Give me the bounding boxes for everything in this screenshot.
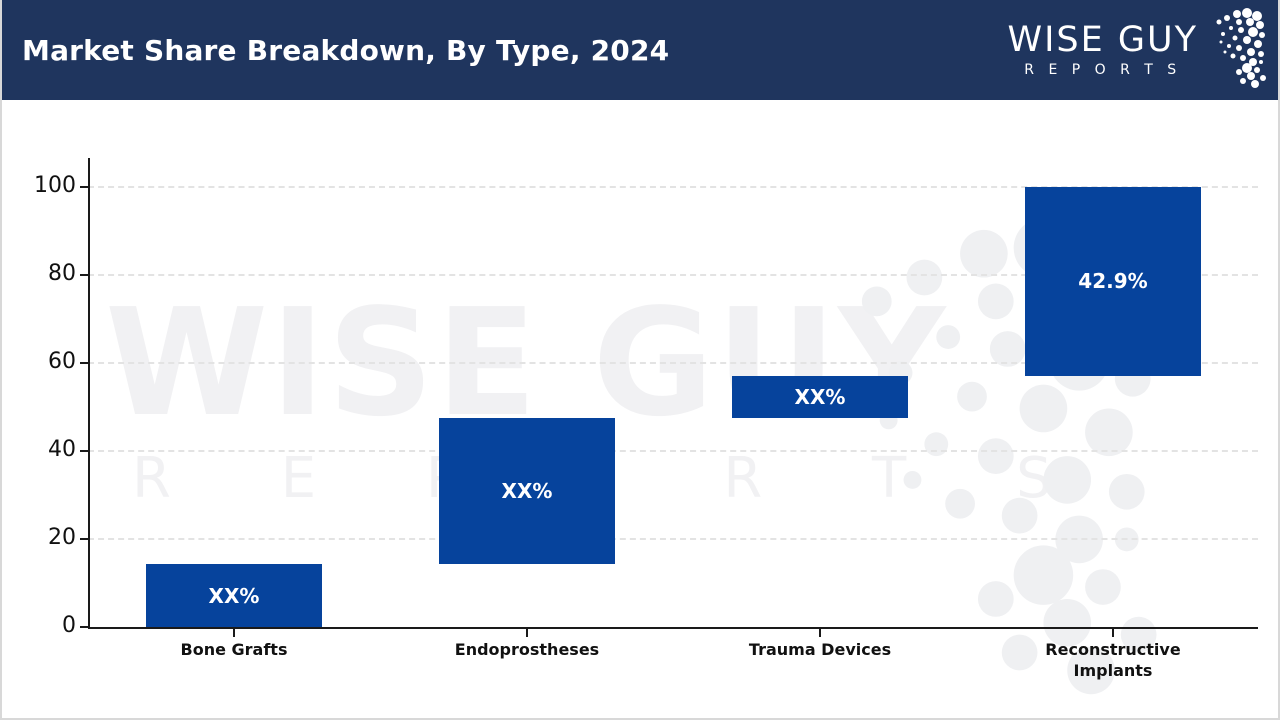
figure-title: Market Share Breakdown, By Type, 2024 bbox=[22, 33, 670, 67]
y-tick-mark bbox=[80, 362, 89, 364]
x-tick-mark bbox=[1112, 629, 1114, 637]
gridline-60 bbox=[88, 362, 1258, 364]
wiseguy-logo: WISE GUY R E P O R T S bbox=[1007, 8, 1268, 92]
bar-value-label: XX% bbox=[501, 478, 553, 503]
y-tick-mark bbox=[80, 450, 89, 452]
y-tick-mark bbox=[80, 186, 89, 188]
gridline-40 bbox=[88, 450, 1258, 452]
category-label: Bone Grafts bbox=[180, 640, 288, 659]
x-tick-mark bbox=[233, 629, 235, 637]
y-tick-mark bbox=[80, 538, 89, 540]
gridline-80 bbox=[88, 274, 1258, 276]
bar-segment: XX% bbox=[732, 375, 908, 418]
figure-header: Market Share Breakdown, By Type, 2024 WI… bbox=[2, 0, 1278, 100]
bar-segment: XX% bbox=[439, 417, 615, 565]
chart-area: WISE GUY R E P O R T S 020406080100XX%Bo… bbox=[2, 100, 1278, 718]
wiseguy-face-icon bbox=[1216, 8, 1266, 88]
logo-wordmark: WISE GUY R E P O R T S bbox=[1007, 21, 1198, 79]
y-axis-line bbox=[88, 158, 90, 629]
y-tick-mark bbox=[80, 626, 89, 628]
bar-segment: 42.9% bbox=[1025, 187, 1201, 376]
y-tick-mark bbox=[80, 274, 89, 276]
bar-value-label: XX% bbox=[794, 384, 846, 409]
x-tick-mark bbox=[819, 629, 821, 637]
y-tick-label: 100 bbox=[34, 173, 76, 198]
x-tick-mark bbox=[526, 629, 528, 637]
category-label: Endoprostheses bbox=[454, 640, 600, 659]
y-tick-label: 60 bbox=[48, 349, 76, 374]
logo-line2: R E P O R T S bbox=[1024, 62, 1182, 78]
y-tick-label: 40 bbox=[48, 437, 76, 462]
bar-value-label: XX% bbox=[208, 583, 260, 608]
gridline-20 bbox=[88, 538, 1258, 540]
x-axis-line bbox=[88, 627, 1258, 629]
gridline-100 bbox=[88, 186, 1258, 188]
bar-segment: XX% bbox=[146, 564, 322, 627]
y-tick-label: 20 bbox=[48, 525, 76, 550]
logo-line1: WISE GUY bbox=[1007, 20, 1198, 60]
y-tick-label: 0 bbox=[62, 613, 76, 638]
plot-area: 0 20 40 60 80 100 XX% Bone Grafts XX% Endoprosthe… bbox=[2, 100, 1278, 718]
y-tick-label: 80 bbox=[48, 261, 76, 286]
category-label: Reconstructive Implants bbox=[1045, 640, 1181, 680]
category-label: Trauma Devices bbox=[748, 640, 892, 659]
bar-value-label: 42.9% bbox=[1078, 269, 1148, 294]
